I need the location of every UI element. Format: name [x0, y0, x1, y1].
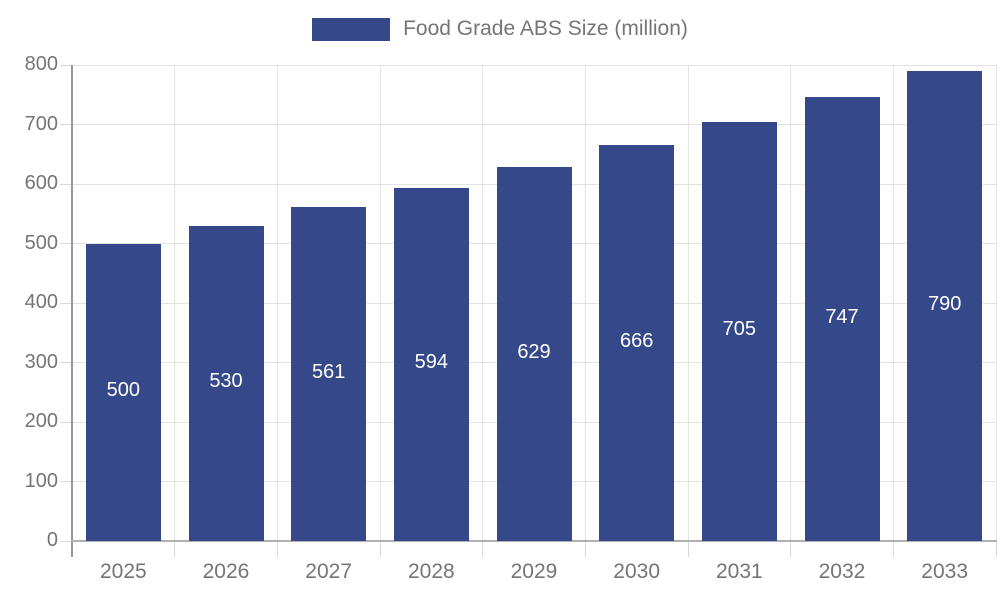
- x-tick-label: 2029: [510, 560, 558, 583]
- x-tick-label: 2025: [99, 560, 147, 583]
- legend-label: Food Grade ABS Size (million): [403, 17, 688, 40]
- bar-2025[interactable]: [85, 243, 161, 541]
- bar-value-label: 790: [927, 292, 962, 315]
- y-axis-tick: [60, 183, 72, 185]
- x-tick-label: 2028: [407, 560, 455, 583]
- y-axis-tick: [60, 124, 72, 125]
- y-axis-tick: [60, 481, 72, 482]
- x-axis-tick: [482, 542, 484, 557]
- bar-2032[interactable]: [804, 96, 880, 541]
- x-tick-label: 2030: [613, 560, 661, 583]
- legend-swatch: [312, 17, 391, 41]
- gridline-vertical: [892, 65, 894, 541]
- bar-2029[interactable]: [496, 166, 572, 541]
- x-axis-tick: [790, 542, 792, 557]
- x-axis-line: [71, 540, 997, 542]
- legend[interactable]: Food Grade ABS Size (million): [0, 14, 1000, 44]
- x-axis-tick: [174, 542, 176, 557]
- x-tick-label: 2031: [715, 560, 763, 583]
- gridline-vertical: [174, 65, 176, 541]
- x-axis-tick: [379, 542, 381, 557]
- y-tick-label: 0: [46, 529, 58, 551]
- gridline-vertical: [482, 65, 484, 541]
- x-axis-tick: [584, 542, 586, 557]
- y-tick-label: 300: [24, 350, 58, 373]
- y-axis-tick: [60, 64, 72, 66]
- bar-value-label: 629: [517, 340, 551, 363]
- gridline-horizontal: [72, 64, 996, 66]
- x-axis-tick: [687, 542, 689, 557]
- y-axis-tick: [60, 243, 72, 244]
- y-axis-tick: [60, 540, 72, 542]
- bar-value-label: 500: [106, 379, 141, 402]
- y-tick-label: 700: [24, 112, 58, 135]
- bar-value-label: 530: [209, 370, 243, 393]
- gridline-vertical: [790, 65, 792, 541]
- y-tick-label: 600: [24, 172, 58, 194]
- bar-2028[interactable]: [393, 187, 469, 541]
- x-axis-tick: [276, 542, 278, 557]
- y-axis-line: [71, 65, 73, 557]
- y-tick-label: 400: [24, 291, 58, 313]
- bar-value-label: 747: [825, 305, 859, 328]
- bar-value-label: 561: [311, 361, 346, 384]
- bar-2033[interactable]: [907, 70, 983, 541]
- x-tick-label: 2033: [921, 560, 969, 583]
- y-axis-tick: [60, 362, 72, 363]
- bar-value-label: 594: [414, 351, 449, 374]
- y-axis-tick: [60, 302, 72, 304]
- gridline-vertical: [687, 65, 689, 541]
- y-tick-label: 800: [24, 53, 58, 75]
- bar-value-label: 666: [619, 329, 654, 352]
- bar-2026[interactable]: [188, 225, 264, 541]
- x-axis-tick: [892, 542, 894, 557]
- x-tick-label: 2026: [202, 560, 250, 583]
- gridline-vertical: [379, 65, 381, 541]
- gridline-vertical: [276, 65, 278, 541]
- y-tick-label: 200: [24, 410, 58, 432]
- y-axis-tick: [60, 421, 72, 423]
- x-tick-label: 2032: [818, 560, 866, 583]
- x-axis-tick: [995, 542, 997, 557]
- bar-value-label: 705: [722, 318, 757, 341]
- bar-2027[interactable]: [291, 207, 367, 541]
- y-tick-label: 500: [24, 231, 58, 254]
- x-tick-label: 2027: [305, 560, 353, 583]
- bar-2030[interactable]: [599, 144, 675, 541]
- gridline-vertical: [584, 65, 586, 541]
- gridline-horizontal: [72, 124, 996, 125]
- bar-2031[interactable]: [701, 121, 777, 541]
- y-tick-label: 100: [24, 469, 58, 492]
- gridline-vertical: [995, 65, 997, 541]
